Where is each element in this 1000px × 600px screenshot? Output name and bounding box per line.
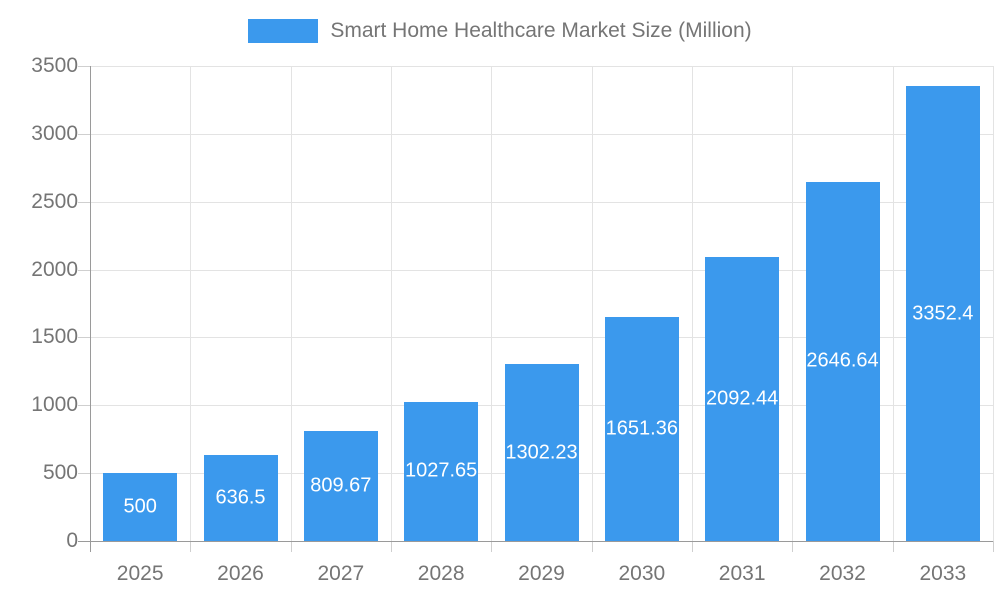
y-axis-tick — [78, 405, 90, 407]
legend-swatch — [248, 19, 319, 43]
y-axis-tick-label: 0 — [66, 529, 78, 552]
y-axis-tick — [78, 133, 90, 135]
x-gridline — [591, 66, 593, 541]
bar-value-label: 1027.65 — [405, 459, 478, 482]
y-axis-tick-label: 1500 — [31, 325, 78, 349]
y-axis-tick — [78, 66, 90, 67]
y-axis-tick-label: 1000 — [31, 393, 78, 417]
x-axis-tick-label: 2028 — [417, 562, 465, 585]
bar — [203, 454, 278, 541]
bar-value-label: 2092.44 — [706, 387, 779, 410]
x-axis-tick — [290, 541, 292, 552]
x-gridline — [692, 66, 693, 541]
y-axis-tick — [78, 337, 90, 339]
y-axis-tick — [78, 473, 90, 475]
x-gridline — [290, 66, 292, 541]
x-axis-tick — [591, 541, 593, 552]
x-gridline — [792, 66, 794, 541]
y-axis-line — [90, 66, 91, 552]
x-gridline — [993, 66, 994, 541]
x-axis-tick — [892, 541, 894, 552]
y-gridline — [90, 269, 993, 271]
x-gridline — [491, 66, 493, 541]
bar — [303, 431, 378, 541]
x-axis-tick — [993, 541, 994, 552]
bar-value-label: 636.5 — [215, 486, 266, 509]
x-axis-tick — [491, 541, 493, 552]
bar-value-label: 1302.23 — [505, 441, 578, 464]
bar-value-label: 809.67 — [310, 474, 372, 497]
y-axis-tick — [78, 201, 90, 203]
y-axis-tick-label: 2500 — [31, 189, 78, 213]
bar-value-label: 2646.64 — [806, 349, 879, 372]
y-axis-tick-label: 3500 — [31, 54, 78, 77]
y-gridline — [90, 337, 993, 339]
bar — [103, 473, 178, 541]
y-gridline — [90, 133, 993, 135]
x-axis-tick-label: 2026 — [217, 562, 264, 585]
x-axis-tick-label: 2025 — [116, 562, 164, 585]
x-axis-tick-label: 2031 — [718, 562, 766, 585]
bar — [504, 364, 579, 541]
x-gridline — [892, 66, 894, 541]
bar — [404, 401, 479, 541]
x-axis-tick — [391, 541, 392, 552]
y-axis-tick — [78, 269, 90, 271]
x-axis-tick-label: 2033 — [919, 562, 967, 585]
y-axis-tick-label: 3000 — [31, 121, 78, 145]
bar — [805, 181, 880, 541]
x-gridline — [391, 66, 392, 541]
bar — [905, 86, 980, 541]
x-axis-tick — [792, 541, 794, 552]
y-axis-tick-label: 500 — [42, 461, 78, 485]
x-axis-tick-label: 2032 — [819, 562, 866, 585]
legend-label: Smart Home Healthcare Market Size (Milli… — [330, 19, 752, 42]
x-axis-tick-label: 2030 — [618, 562, 666, 585]
bar-value-label: 500 — [123, 495, 157, 518]
y-gridline — [90, 66, 993, 67]
x-axis-tick — [190, 541, 192, 552]
x-axis-tick-label: 2029 — [518, 562, 565, 585]
bar — [604, 316, 679, 541]
bar-value-label: 1651.36 — [605, 417, 678, 440]
y-gridline — [90, 201, 993, 203]
x-gridline — [190, 66, 192, 541]
x-axis-tick — [692, 541, 693, 552]
x-axis-line — [78, 541, 993, 542]
x-axis-tick-label: 2027 — [317, 562, 365, 585]
y-axis-tick-label: 2000 — [31, 257, 78, 281]
bar — [705, 257, 780, 541]
chart-legend[interactable]: Smart Home Healthcare Market Size (Milli… — [0, 16, 1000, 46]
bar-value-label: 3352.4 — [912, 302, 974, 325]
